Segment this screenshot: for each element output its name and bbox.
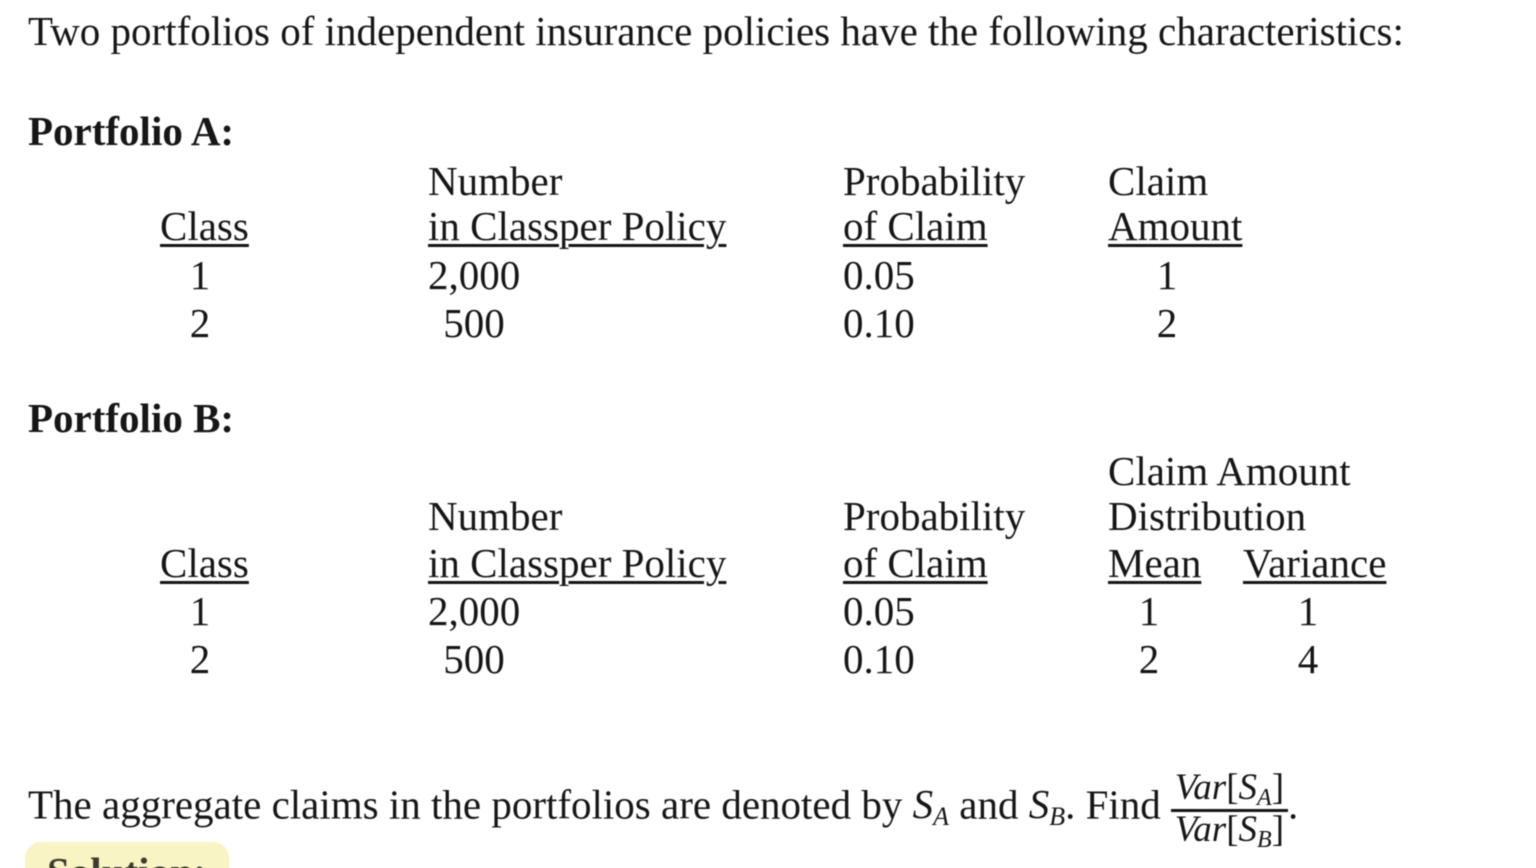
numerator-sub: A	[1257, 785, 1272, 811]
symbol-sb: SB	[1028, 781, 1065, 830]
fraction-numerator: Var[SA]	[1170, 767, 1289, 812]
numerator-open-bracket: [	[1226, 767, 1239, 808]
symbol-sb-base: S	[1028, 781, 1050, 828]
pb-header-mean-label: Mean	[1108, 540, 1202, 586]
variance-ratio-fraction: Var[SA] Var[SB]	[1170, 767, 1289, 853]
pa-r2-claim: 2	[1156, 300, 1178, 346]
numerator-s: S	[1238, 767, 1258, 808]
pa-r1-class: 1	[189, 252, 211, 298]
numerator-close-bracket: ]	[1271, 767, 1285, 808]
question-prefix: The aggregate claims in the portfolios a…	[28, 781, 913, 828]
pb-header-of-claim-label: of Claim	[843, 540, 988, 586]
question-find: . Find	[1065, 781, 1161, 828]
pb-r2-mean: 2	[1138, 636, 1160, 682]
portfolio-a-heading: Portfolio A:	[28, 108, 235, 154]
pb-header-variance: Variance	[1243, 539, 1386, 587]
pa-header-amount-label: Amount	[1108, 203, 1243, 249]
fraction-denominator: Var[SB]	[1171, 808, 1288, 853]
pa-r2-class: 2	[189, 300, 211, 346]
pb-header-prob-top: Probability	[843, 493, 1026, 539]
question-line: The aggregate claims in the portfolios a…	[28, 767, 1299, 853]
intro-text: Two portfolios of independent insurance …	[28, 8, 1404, 54]
pb-header-dist-mid: Distribution	[1108, 493, 1307, 539]
pb-header-class-label: Class	[160, 540, 249, 586]
denominator-var: Var	[1174, 809, 1227, 850]
pa-r1-number: 2,000	[428, 252, 521, 298]
denominator-s: S	[1238, 809, 1258, 850]
pa-header-prob-bottom: of Claim	[843, 202, 988, 250]
pb-header-in-class-label: in Class	[428, 540, 559, 586]
pb-r1-class: 1	[189, 588, 211, 634]
pb-r2-class: 2	[189, 636, 211, 682]
pb-r2-variance: 4	[1297, 636, 1319, 682]
pb-r2-prob: 0.10	[843, 636, 915, 682]
portfolio-b-heading: Portfolio B:	[28, 395, 235, 441]
pa-r1-prob: 0.05	[843, 252, 915, 298]
pa-header-claim-top: Claim	[1108, 158, 1209, 204]
denominator-close-bracket: ]	[1271, 809, 1285, 850]
symbol-sa: SA	[912, 781, 949, 830]
pa-header-prob-top: Probability	[843, 158, 1026, 204]
pa-header-in-class-label: in Class	[428, 203, 559, 249]
question-mid: and	[949, 781, 1029, 828]
pb-header-class: Class	[160, 539, 249, 587]
numerator-var: Var	[1174, 767, 1227, 808]
pb-r1-number: 2,000	[428, 588, 521, 634]
pb-r2-number: 500	[443, 636, 505, 682]
pa-r2-prob: 0.10	[843, 300, 915, 346]
pb-r1-mean: 1	[1138, 588, 1160, 634]
pb-header-per-policy-label: per Policy	[559, 540, 727, 586]
pb-r1-variance: 1	[1297, 588, 1319, 634]
pa-header-number-bottom: in Classper Policy	[428, 202, 726, 250]
symbol-sa-base: S	[912, 781, 934, 828]
pb-header-number-top: Number	[428, 493, 563, 539]
pa-header-number-top: Number	[428, 158, 563, 204]
pa-header-class-label: Class	[160, 203, 249, 249]
pa-header-claim-bottom: Amount	[1108, 202, 1242, 250]
denominator-open-bracket: [	[1226, 809, 1239, 850]
denominator-sub: B	[1257, 827, 1272, 853]
pa-r1-claim: 1	[1156, 252, 1178, 298]
pb-header-mean: Mean	[1108, 539, 1201, 587]
pb-header-number-bottom: in Classper Policy	[428, 539, 726, 587]
solution-label-badge: Solution:	[25, 842, 229, 868]
pa-header-class: Class	[160, 202, 249, 250]
pb-header-variance-label: Variance	[1243, 540, 1387, 586]
pa-header-per-policy-label: per Policy	[559, 203, 727, 249]
pb-header-dist-top: Claim Amount	[1108, 448, 1351, 494]
pa-r2-number: 500	[443, 300, 505, 346]
solution-label: Solution:	[47, 849, 207, 868]
symbol-sa-sub: A	[933, 802, 949, 832]
symbol-sb-sub: B	[1049, 802, 1066, 832]
question-suffix: .	[1288, 781, 1299, 828]
pb-header-prob-bottom: of Claim	[843, 539, 988, 587]
pa-header-of-claim-label: of Claim	[843, 203, 988, 249]
pb-r1-prob: 0.05	[843, 588, 915, 634]
